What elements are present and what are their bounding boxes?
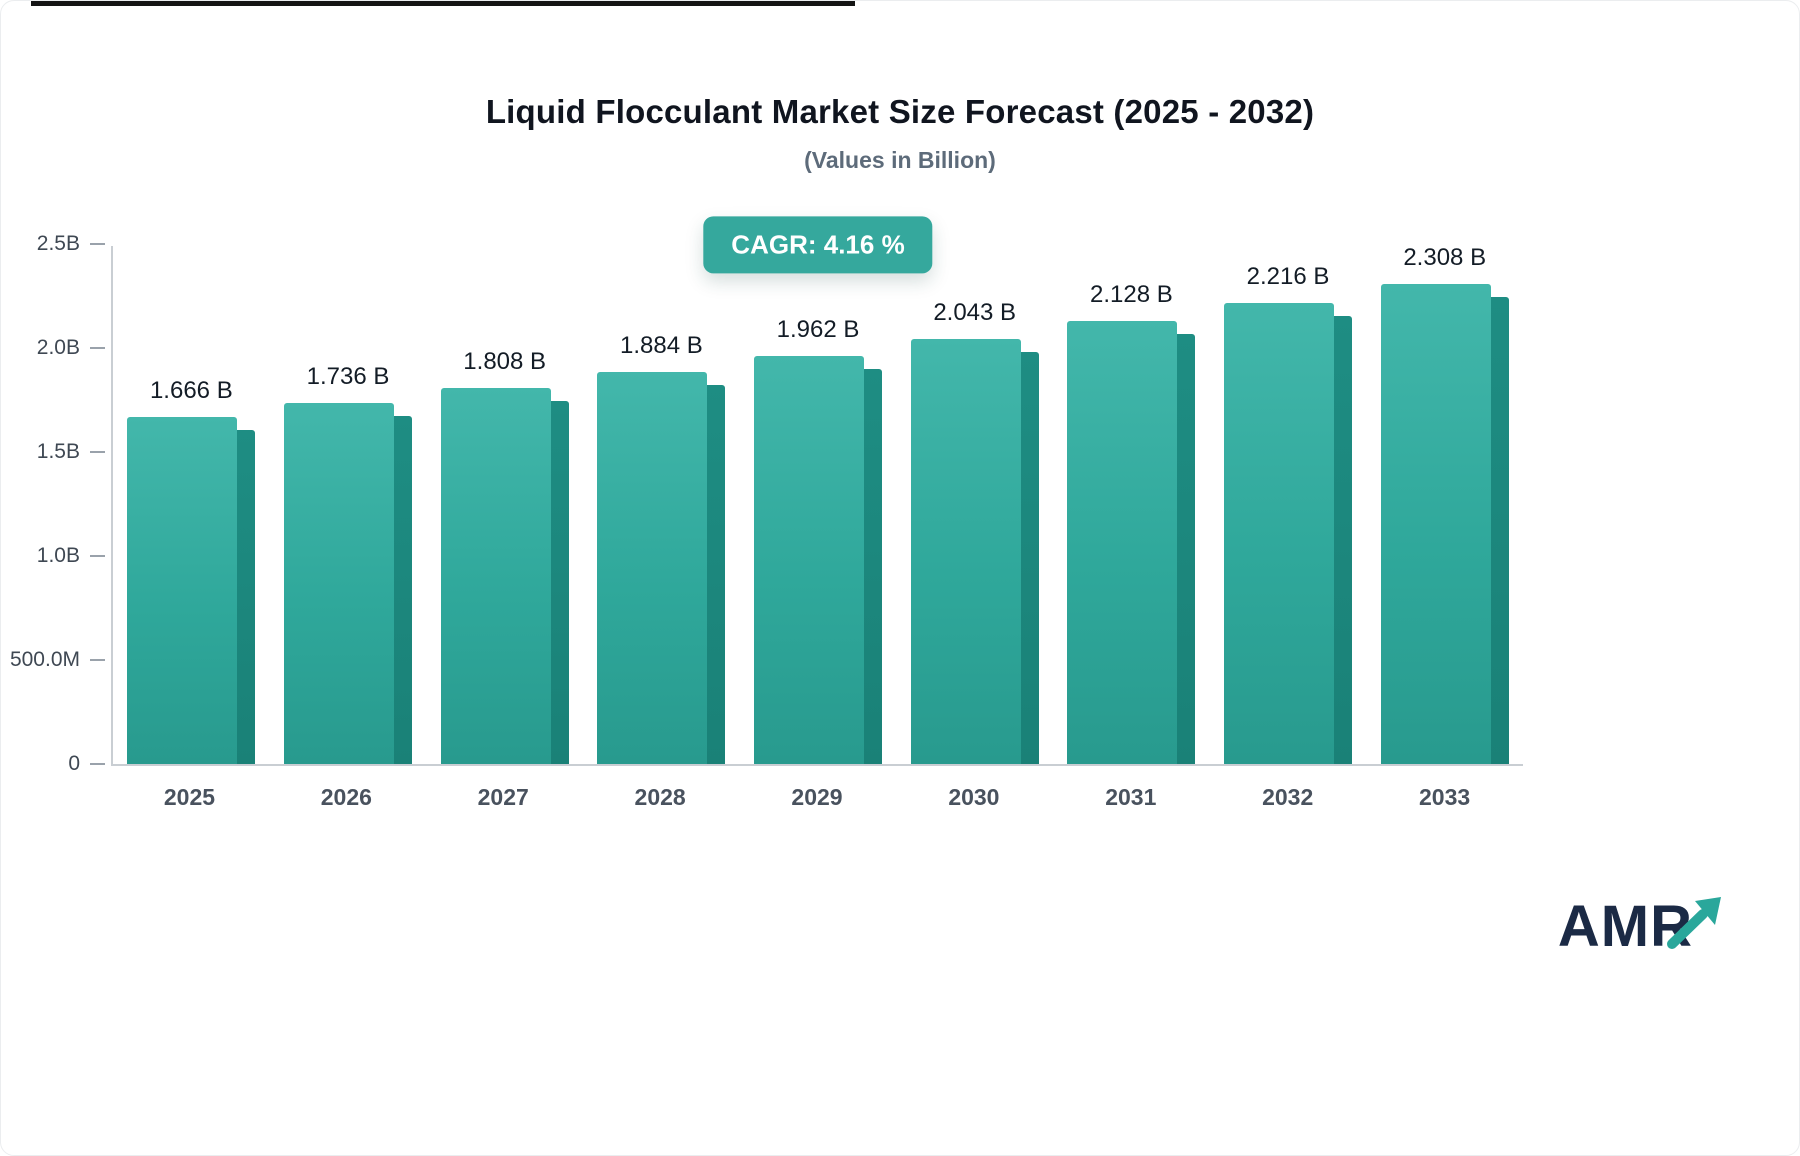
y-axis-tick: 1.5B bbox=[37, 440, 105, 464]
bars-container: 1.666 B 1.736 B 1.808 B 1.884 B 1.962 B 2.043… bbox=[113, 243, 1523, 764]
bar-front-face bbox=[1224, 303, 1335, 764]
x-axis-label-2031: 2031 bbox=[1105, 784, 1157, 810]
y-axis-tick-mark bbox=[90, 659, 105, 661]
y-axis-tick-label: 500.0M bbox=[9, 648, 80, 671]
cagr-badge: CAGR: 4.16 % bbox=[703, 216, 933, 274]
y-axis-tick: 2.0B bbox=[37, 336, 105, 360]
bar-value-label: 2.308 B bbox=[1403, 243, 1487, 271]
bar-front-face bbox=[754, 355, 865, 764]
bar-front-face bbox=[910, 339, 1021, 764]
y-axis-tick: 1.0B bbox=[37, 544, 105, 568]
y-axis-tick-label: 2.5B bbox=[36, 232, 80, 255]
bar-2028 bbox=[597, 372, 726, 764]
bar-group-2030: 2.043 B bbox=[896, 246, 1053, 764]
bar-group-2032: 2.216 B bbox=[1210, 246, 1367, 764]
chart-title: Liquid Flocculant Market Size Forecast (… bbox=[485, 93, 1315, 130]
bar-side-face bbox=[1334, 316, 1353, 764]
bar-group-2027: 1.808 B bbox=[426, 246, 583, 764]
bar-2027 bbox=[440, 387, 569, 764]
bar-side-face bbox=[707, 385, 726, 764]
bar-value-label: 2.216 B bbox=[1246, 263, 1330, 291]
x-axis-label-2029: 2029 bbox=[791, 784, 843, 810]
bar-value-label: 1.736 B bbox=[306, 362, 390, 390]
bar-front-face bbox=[440, 387, 551, 764]
bar-value-label: 1.884 B bbox=[619, 332, 703, 360]
y-axis-tick-mark bbox=[90, 763, 105, 765]
y-axis-tick: 2.5B bbox=[37, 232, 105, 256]
bar-value-label: 1.962 B bbox=[776, 315, 860, 343]
x-axis-label-2027: 2027 bbox=[477, 784, 529, 810]
bar-group-2026: 1.736 B bbox=[270, 246, 427, 764]
bar-side-face bbox=[1490, 296, 1509, 764]
bar-group-2028: 1.884 B bbox=[583, 246, 740, 764]
amr-logo: AMR bbox=[1558, 897, 1725, 956]
y-axis-tick-label: 1.0B bbox=[36, 544, 80, 567]
bar-side-face bbox=[550, 400, 569, 764]
bar-2033 bbox=[1380, 283, 1509, 764]
bar-2029 bbox=[754, 355, 883, 764]
bar-value-label: 2.043 B bbox=[933, 299, 1017, 327]
bar-2032 bbox=[1224, 303, 1353, 764]
bar-side-face bbox=[237, 430, 256, 764]
bar-front-face bbox=[1067, 321, 1178, 764]
bar-front-face bbox=[284, 402, 394, 764]
y-axis-tick-label: 0 bbox=[68, 752, 80, 775]
bar-2031 bbox=[1067, 321, 1196, 764]
bar-group-2025: 1.666 B bbox=[113, 246, 270, 764]
bar-value-label: 1.808 B bbox=[463, 347, 547, 375]
bar-side-face bbox=[864, 368, 883, 764]
x-axis-label-2025: 2025 bbox=[163, 784, 216, 810]
y-axis-tick-label: 1.5B bbox=[36, 440, 80, 463]
x-axis-label-2028: 2028 bbox=[634, 784, 686, 810]
bar-chart: CAGR: 4.16 % 2.5B 2.0B 1.5B 1.0B 500.0M 0 1.6… bbox=[10, 216, 1523, 811]
bar-side-face bbox=[1177, 334, 1196, 764]
plot-area: CAGR: 4.16 % 2.5B 2.0B 1.5B 1.0B 500.0M 0 1.6… bbox=[10, 216, 1523, 775]
bar-value-label: 2.128 B bbox=[1089, 281, 1173, 309]
growth-arrow-icon bbox=[1667, 897, 1725, 954]
y-axis-tick-mark bbox=[90, 555, 105, 557]
y-axis-tick: 0 bbox=[68, 752, 105, 776]
bar-side-face bbox=[394, 415, 412, 764]
top-edge-line bbox=[31, 1, 855, 6]
bar-front-face bbox=[597, 372, 708, 764]
bar-2026 bbox=[284, 402, 412, 764]
bar-group-2031: 2.128 B bbox=[1053, 246, 1210, 764]
y-axis-tick-mark bbox=[90, 243, 105, 245]
bar-2025 bbox=[127, 417, 256, 764]
bar-2030 bbox=[910, 339, 1039, 764]
x-axis-label-2030: 2030 bbox=[948, 784, 1000, 810]
x-axis-label-2032: 2032 bbox=[1262, 784, 1314, 810]
x-axis-label-2026: 2026 bbox=[320, 784, 372, 810]
y-axis-tick: 500.0M bbox=[10, 648, 105, 672]
y-axis-tick-mark bbox=[90, 347, 105, 349]
y-axis-tick-mark bbox=[90, 451, 105, 453]
bar-front-face bbox=[127, 417, 238, 764]
bar-value-label: 1.666 B bbox=[149, 377, 233, 405]
bar-group-2033: 2.308 B bbox=[1366, 243, 1523, 764]
chart-subtitle: (Values in Billion) bbox=[804, 147, 996, 173]
y-axis-tick-label: 2.0B bbox=[36, 336, 80, 359]
bar-front-face bbox=[1380, 283, 1491, 764]
bar-group-2029: 1.962 B bbox=[740, 246, 897, 764]
x-axis: 2025 2026 2027 2028 2029 2030 2031 2032 2033 bbox=[111, 784, 1523, 811]
x-axis-label-2033: 2033 bbox=[1418, 784, 1471, 810]
bar-side-face bbox=[1020, 352, 1039, 764]
